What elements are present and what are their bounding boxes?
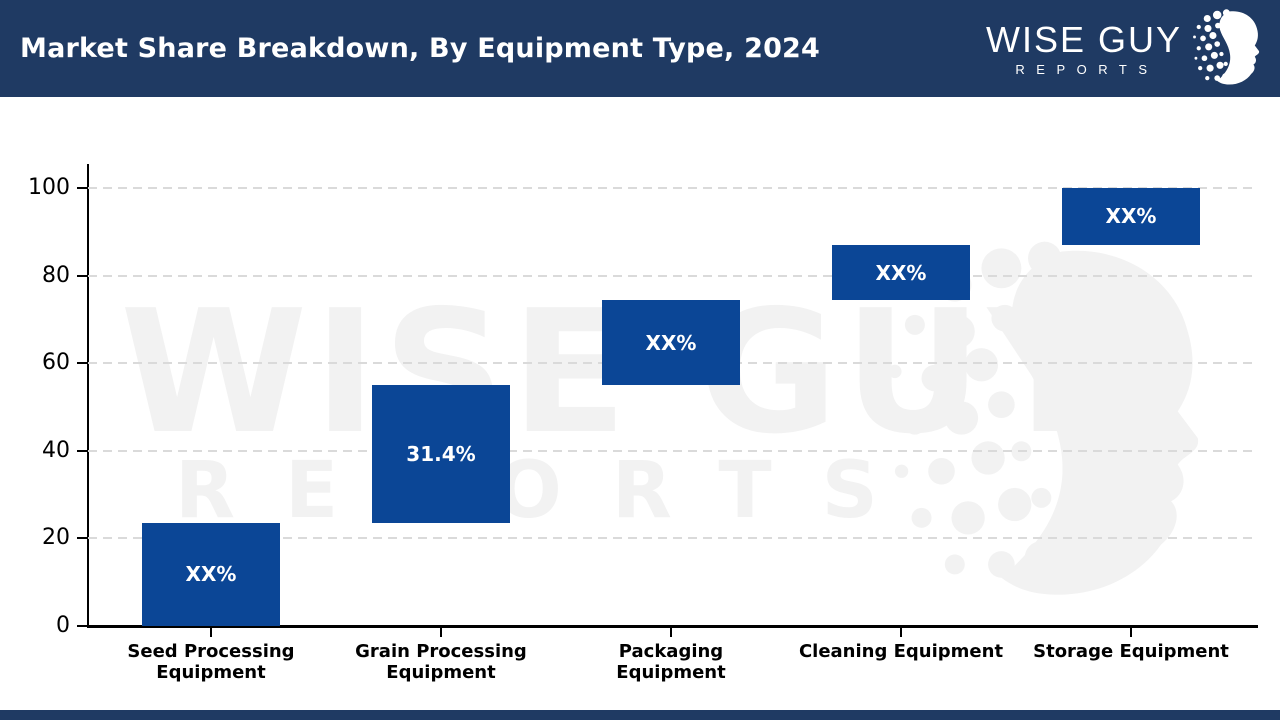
x-tick-mark [670,628,672,637]
x-axis-line [87,625,1258,628]
y-tick-label: 80 [42,262,70,288]
watermark-subtitle: REPORTS [175,446,928,536]
x-tick-mark [900,628,902,637]
bar-value-label: 31.4% [406,441,476,466]
bar-storage-equipment: XX% [1062,188,1200,245]
y-tick-label: 20 [42,525,70,551]
logo-wordmark: WISE GUY [985,18,1182,60]
y-axis-line [87,164,89,628]
bar-packaging-equipment: XX% [602,300,740,386]
bar-value-label: XX% [1105,204,1157,229]
y-tick-label: 40 [42,437,70,463]
y-tick-label: 60 [42,350,70,376]
y-tick-mark [77,449,87,452]
logo-text: WISE GUY REPORTS [985,18,1182,77]
x-tick-label-storage-equipment: Storage Equipment [1011,641,1251,662]
footer-band [0,710,1280,720]
x-tick-label-line: Equipment [386,662,496,683]
bar-grain-processing-equipment: 31.4% [372,385,510,523]
x-tick-mark [440,628,442,637]
bar-cleaning-equipment: XX% [832,244,970,301]
y-tick-mark [77,537,87,540]
x-tick-label-line: Equipment [156,662,266,683]
y-tick-mark [77,274,87,277]
x-tick-label-line: Seed Processing [127,641,295,662]
x-tick-label-packaging-equipment: Packaging Equipment [551,641,791,683]
logo-head-icon [1193,8,1260,85]
x-tick-label-grain-processing-equipment: Grain Processing Equipment [321,641,561,683]
bar-value-label: XX% [875,260,927,285]
y-tick-label: 0 [56,613,70,638]
x-tick-label-line: Grain Processing [355,641,527,662]
x-tick-mark [210,628,212,637]
gridline [88,187,1257,189]
x-tick-label-line: Storage Equipment [1033,641,1229,662]
x-tick-label-line: Cleaning Equipment [798,641,1004,662]
wise-guy-reports-logo: WISE GUY REPORTS [986,8,1264,90]
y-tick-label: 100 [28,175,70,200]
x-tick-label-seed-processing-equipment: Seed Processing Equipment [91,641,331,683]
x-tick-label-line: Packaging [618,641,724,662]
header-band: Market Share Breakdown, By Equipment Typ… [0,0,1280,97]
bar-seed-processing-equipment: XX% [142,522,280,626]
x-tick-label-line: Equipment [616,662,726,683]
y-tick-mark [77,187,87,189]
y-tick-mark [77,362,87,365]
y-tick-mark [77,625,87,627]
x-tick-label-cleaning-equipment: Cleaning Equipment [781,641,1021,662]
x-tick-mark [1130,628,1132,637]
gridline [88,274,1257,277]
bar-value-label: XX% [645,330,697,355]
logo-subtitle: REPORTS [1015,61,1159,77]
bar-value-label: XX% [185,562,237,587]
gridline [88,537,1257,540]
gridline [88,449,1257,452]
page-title: Market Share Breakdown, By Equipment Typ… [20,33,821,64]
